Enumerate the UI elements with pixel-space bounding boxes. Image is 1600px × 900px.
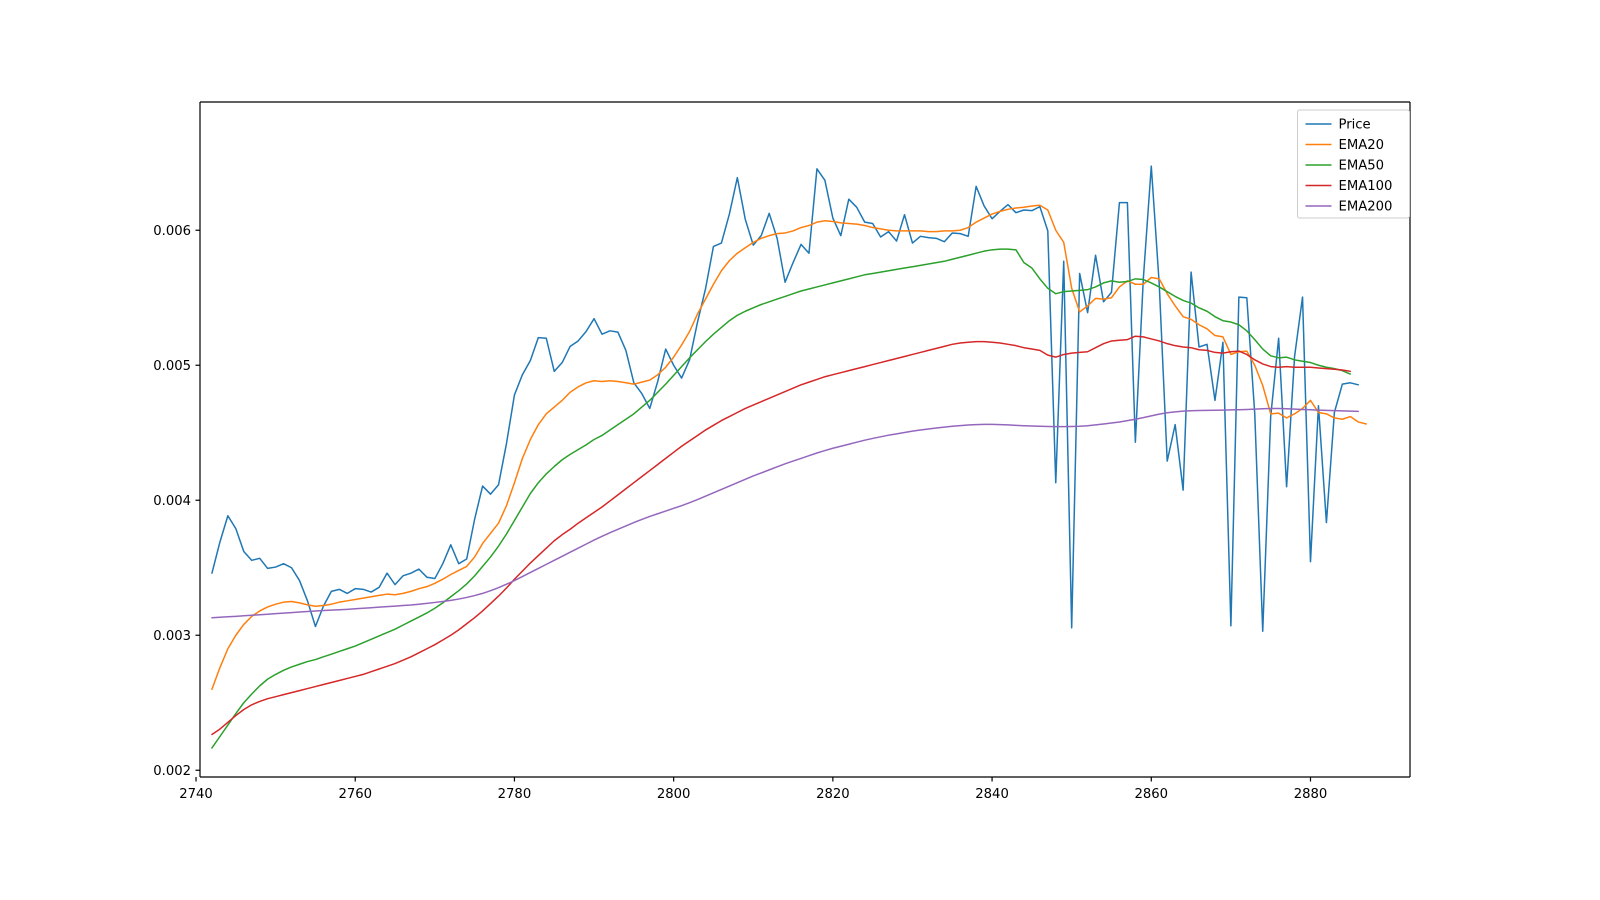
y-tick-label: 0.005 xyxy=(153,359,191,374)
y-tick-label: 0.002 xyxy=(153,764,191,779)
x-axis: 2740 2760 2780 2800 2820 2840 2860 2880 xyxy=(179,777,1327,802)
legend-label-ema200: EMA200 xyxy=(1339,200,1393,215)
series-line-ema100 xyxy=(211,335,1352,736)
x-tick-label: 2860 xyxy=(1135,787,1169,802)
legend-label-ema20: EMA20 xyxy=(1339,138,1385,153)
plot-background xyxy=(200,102,1410,777)
series-line-ema20 xyxy=(211,204,1367,690)
legend-label-ema100: EMA100 xyxy=(1339,179,1393,194)
legend-label-ema50: EMA50 xyxy=(1339,159,1385,174)
y-tick-label: 0.004 xyxy=(153,494,191,509)
series-line-ema200 xyxy=(211,407,1360,619)
y-axis: 0.002 0.003 0.004 0.005 0.006 xyxy=(153,224,200,779)
x-tick-label: 2740 xyxy=(179,787,213,802)
x-tick-label: 2880 xyxy=(1294,787,1328,802)
legend-box xyxy=(1297,109,1410,219)
x-tick-label: 2760 xyxy=(338,787,372,802)
y-tick-label: 0.003 xyxy=(153,629,191,644)
series-line-price xyxy=(211,165,1360,632)
x-tick-label: 2780 xyxy=(498,787,532,802)
series-group xyxy=(211,165,1367,749)
x-tick-label: 2800 xyxy=(657,787,691,802)
series-line-ema50 xyxy=(211,248,1352,749)
x-tick-label: 2820 xyxy=(816,787,850,802)
x-tick-label: 2840 xyxy=(975,787,1009,802)
chart-legend: Price EMA20 EMA50 EMA100 EMA200 xyxy=(1297,109,1410,219)
y-tick-label: 0.006 xyxy=(153,224,191,239)
legend-label-price: Price xyxy=(1339,118,1371,133)
